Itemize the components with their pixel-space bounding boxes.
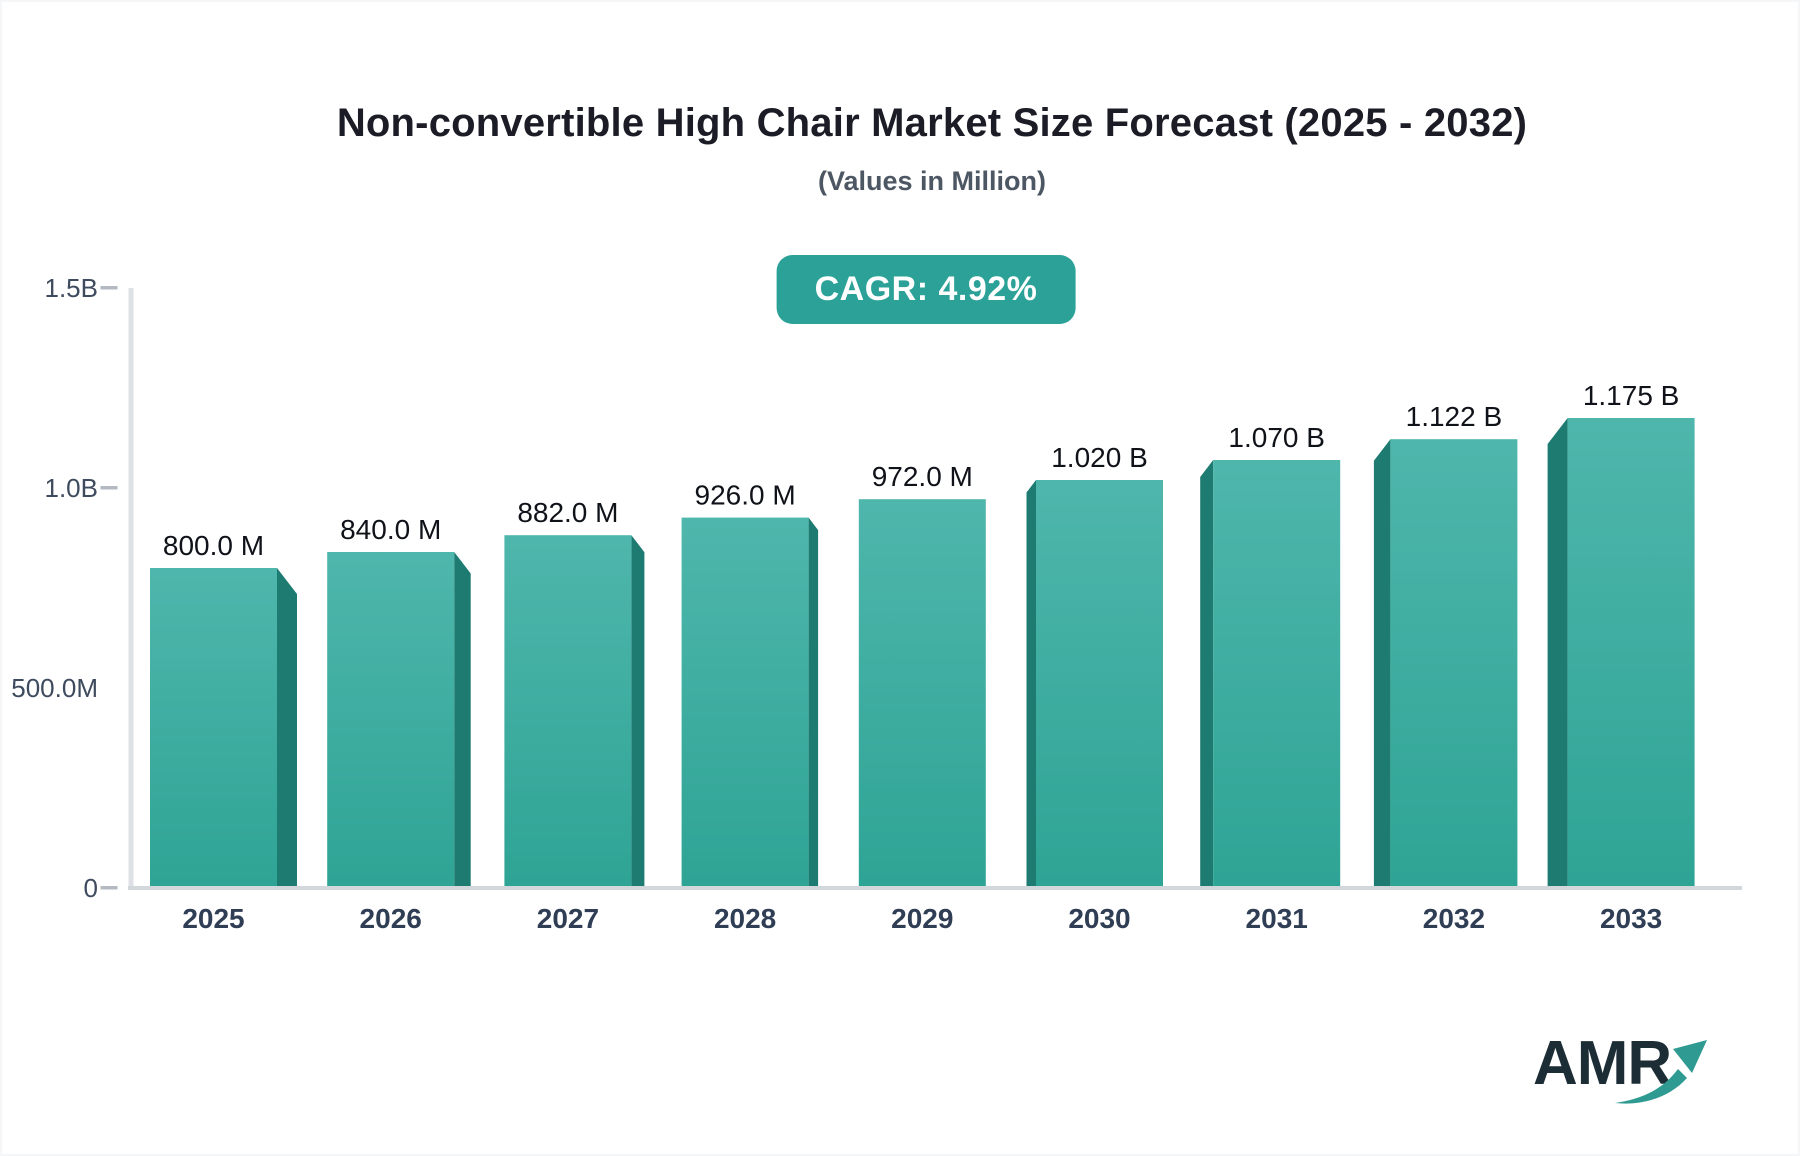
bar-value-label-2027: 882.0 M bbox=[517, 497, 618, 528]
chart-subtitle: (Values in Million) bbox=[817, 166, 1047, 196]
x-tick-label-2029: 2029 bbox=[891, 903, 953, 934]
bar-2030 bbox=[1036, 480, 1163, 889]
bar-2025 bbox=[150, 568, 277, 889]
amr-logo-arrow-icon bbox=[1615, 1040, 1707, 1104]
bar-value-label-2033: 1.175 B bbox=[1583, 380, 1680, 411]
bar-side-2032 bbox=[1373, 439, 1391, 889]
x-tick-label-2030: 2030 bbox=[1068, 903, 1130, 934]
y-tick-dash-0 bbox=[100, 886, 118, 890]
x-tick-label-2028: 2028 bbox=[714, 903, 776, 934]
bar-2028 bbox=[681, 517, 809, 889]
chart-title: Non-convertible High Chair Market Size F… bbox=[336, 101, 1528, 145]
x-tick-label-2033: 2033 bbox=[1600, 903, 1662, 934]
bar-2029 bbox=[858, 499, 986, 889]
bar-side-2030 bbox=[1026, 480, 1036, 889]
cagr-badge: CAGR: 4.92% bbox=[776, 255, 1076, 324]
y-tick-dash-1.0B bbox=[100, 486, 118, 490]
bar-value-label-2028: 926.0 M bbox=[695, 480, 796, 511]
amr-logo: AMR bbox=[1533, 1033, 1723, 1123]
bar-value-label-2032: 1.122 B bbox=[1406, 401, 1503, 432]
x-tick-label-2027: 2027 bbox=[537, 903, 599, 934]
y-tick-dash-1.5B bbox=[100, 286, 118, 290]
bar-value-label-2025: 800.0 M bbox=[163, 530, 264, 561]
bar-2031 bbox=[1213, 460, 1341, 889]
bar-value-label-2031: 1.070 B bbox=[1228, 422, 1325, 453]
y-tick-label-1.5B: 1.5B bbox=[45, 273, 99, 303]
bar-2026 bbox=[327, 552, 455, 889]
x-tick-label-2026: 2026 bbox=[360, 903, 422, 934]
bar-side-2031 bbox=[1200, 460, 1214, 889]
bar-2032 bbox=[1390, 439, 1518, 889]
bar-side-2033 bbox=[1547, 418, 1568, 889]
x-tick-label-2025: 2025 bbox=[182, 903, 244, 934]
y-tick-label-500.0M: 500.0M bbox=[11, 673, 98, 703]
x-tick-label-2032: 2032 bbox=[1423, 903, 1485, 934]
bar-2027 bbox=[504, 535, 632, 889]
bar-value-label-2029: 972.0 M bbox=[872, 461, 973, 492]
amr-logo-text: AMR bbox=[1533, 1029, 1672, 1098]
bar-value-label-2030: 1.020 B bbox=[1051, 442, 1148, 473]
x-tick-label-2031: 2031 bbox=[1246, 903, 1308, 934]
y-tick-label-0: 0 bbox=[84, 873, 98, 903]
bar-side-2027 bbox=[631, 535, 645, 889]
bar-side-2026 bbox=[454, 552, 471, 889]
bar-value-label-2026: 840.0 M bbox=[340, 514, 441, 545]
bar-side-2028 bbox=[808, 517, 819, 889]
y-tick-label-1.0B: 1.0B bbox=[45, 473, 99, 503]
bar-side-2025 bbox=[277, 568, 297, 889]
bar-2033 bbox=[1567, 418, 1695, 889]
